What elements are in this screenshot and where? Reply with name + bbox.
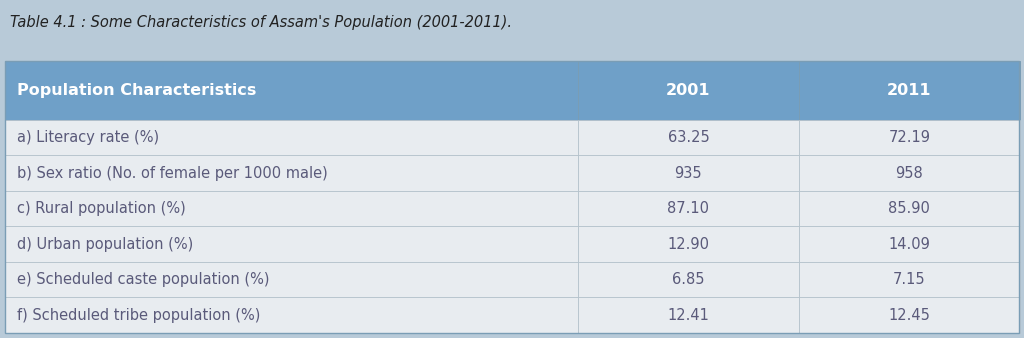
Text: 12.41: 12.41 [668,308,710,323]
Text: Population Characteristics: Population Characteristics [17,83,257,98]
Text: c) Rural population (%): c) Rural population (%) [17,201,186,216]
Text: a) Literacy rate (%): a) Literacy rate (%) [17,130,160,145]
Text: 87.10: 87.10 [668,201,710,216]
Text: 2011: 2011 [887,83,932,98]
Text: 12.90: 12.90 [668,237,710,252]
Text: 72.19: 72.19 [889,130,931,145]
Text: 958: 958 [896,166,924,181]
Text: 7.15: 7.15 [893,272,926,287]
Text: 2001: 2001 [667,83,711,98]
Text: f) Scheduled tribe population (%): f) Scheduled tribe population (%) [17,308,261,323]
Text: e) Scheduled caste population (%): e) Scheduled caste population (%) [17,272,270,287]
Text: 6.85: 6.85 [672,272,705,287]
Text: Table 4.1 : Some Characteristics of Assam's Population (2001-2011).: Table 4.1 : Some Characteristics of Assa… [10,15,512,30]
Text: b) Sex ratio (No. of female per 1000 male): b) Sex ratio (No. of female per 1000 mal… [17,166,328,181]
Text: d) Urban population (%): d) Urban population (%) [17,237,194,252]
Text: 85.90: 85.90 [889,201,931,216]
Text: 935: 935 [675,166,702,181]
Text: 12.45: 12.45 [889,308,931,323]
Text: 63.25: 63.25 [668,130,710,145]
Text: 14.09: 14.09 [889,237,931,252]
